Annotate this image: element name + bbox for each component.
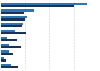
Bar (0, 59, 6, 62)
Bar (0, 5, 74, 7)
Bar (0, 53, 13, 55)
Bar (0, 3, 87, 5)
Bar (0, 57, 4, 59)
Bar (0, 44, 9, 46)
Bar (0, 46, 21, 48)
Bar (0, 39, 17, 41)
Bar (0, 12, 24, 14)
Bar (0, 9, 34, 12)
Bar (0, 32, 26, 34)
Bar (0, 37, 7, 39)
Bar (0, 23, 23, 25)
Bar (0, 25, 22, 27)
Bar (0, 50, 9, 53)
Bar (0, 64, 11, 66)
Bar (0, 30, 15, 32)
Bar (0, 66, 18, 68)
Bar (0, 16, 27, 18)
Bar (0, 18, 25, 21)
